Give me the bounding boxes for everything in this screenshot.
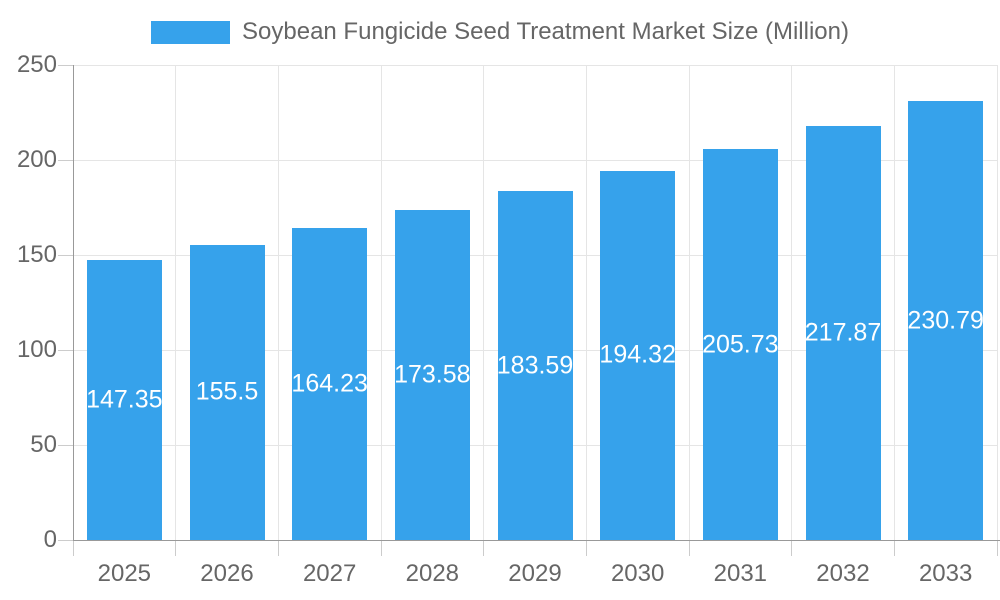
x-axis-tick-label: 2031 (713, 560, 768, 587)
x-gridline (585, 65, 587, 540)
x-axis-tick-label: 2033 (918, 560, 973, 587)
bar-2031[interactable] (702, 149, 778, 540)
bar-value-label: 230.79 (907, 306, 984, 335)
x-axis-tick-label: 2032 (816, 560, 870, 587)
x-gridline (996, 65, 998, 540)
bar-2030[interactable] (600, 170, 676, 540)
x-axis-tick (175, 541, 177, 556)
y-axis-tick (58, 539, 73, 541)
x-axis-tick (791, 541, 793, 556)
y-gridline (73, 159, 997, 161)
bar-value-label: 147.35 (86, 385, 163, 414)
x-axis-tick-label: 2030 (610, 560, 665, 587)
x-axis-tick (996, 541, 998, 556)
x-axis-tick-label: 2026 (200, 560, 254, 587)
y-axis-tick (58, 349, 73, 351)
x-axis-tick (380, 541, 382, 556)
bar-value-label: 205.73 (702, 330, 779, 359)
legend-label: Soybean Fungicide Seed Treatment Market … (242, 18, 849, 45)
y-axis-tick-label: 100 (16, 336, 57, 363)
bar-value-label: 173.58 (394, 360, 471, 389)
x-axis-tick-label: 2025 (97, 560, 152, 587)
x-gridline (688, 65, 690, 540)
x-gridline (277, 65, 279, 540)
chart-legend[interactable]: Soybean Fungicide Seed Treatment Market … (0, 14, 1000, 50)
y-axis-tick-label: 200 (16, 146, 57, 173)
x-axis-tick (483, 541, 485, 556)
x-gridline (380, 65, 382, 540)
x-gridline (175, 65, 177, 540)
y-axis-tick (58, 159, 73, 161)
bar-value-label: 194.32 (599, 340, 676, 369)
bar-2032[interactable] (805, 126, 881, 540)
x-axis-tick-label: 2027 (302, 560, 357, 587)
x-axis-tick (585, 541, 587, 556)
bar-value-label: 155.5 (195, 377, 259, 406)
bar-2027[interactable] (292, 227, 368, 540)
x-axis-tick (688, 541, 690, 556)
bar-2028[interactable] (394, 210, 470, 540)
bar-2025[interactable] (86, 260, 162, 540)
x-axis-tick-label: 2029 (508, 560, 562, 587)
x-axis-line (73, 540, 1000, 541)
y-axis-tick-label: 250 (16, 51, 57, 78)
x-axis-tick (277, 541, 279, 556)
x-axis-tick (72, 541, 74, 556)
y-axis-tick (58, 444, 73, 446)
x-gridline (483, 65, 485, 540)
x-gridline (893, 65, 895, 540)
x-axis-tick-label: 2028 (405, 560, 460, 587)
bar-2033[interactable] (908, 101, 984, 540)
y-axis-tick (58, 64, 73, 66)
y-axis-tick (58, 254, 73, 256)
legend-color-swatch (151, 20, 231, 44)
y-axis-tick-label: 0 (43, 526, 57, 553)
y-axis-tick-label: 150 (16, 241, 57, 268)
bar-2029[interactable] (497, 191, 573, 540)
y-gridline (73, 64, 997, 66)
bar-value-label: 217.87 (804, 318, 882, 347)
y-axis-line (72, 65, 74, 541)
x-axis-tick (893, 541, 895, 556)
x-gridline (791, 65, 793, 540)
bar-value-label: 183.59 (496, 351, 574, 380)
bar-value-label: 164.23 (291, 369, 368, 398)
y-axis-tick-label: 50 (30, 431, 57, 458)
bar-2026[interactable] (189, 244, 265, 540)
